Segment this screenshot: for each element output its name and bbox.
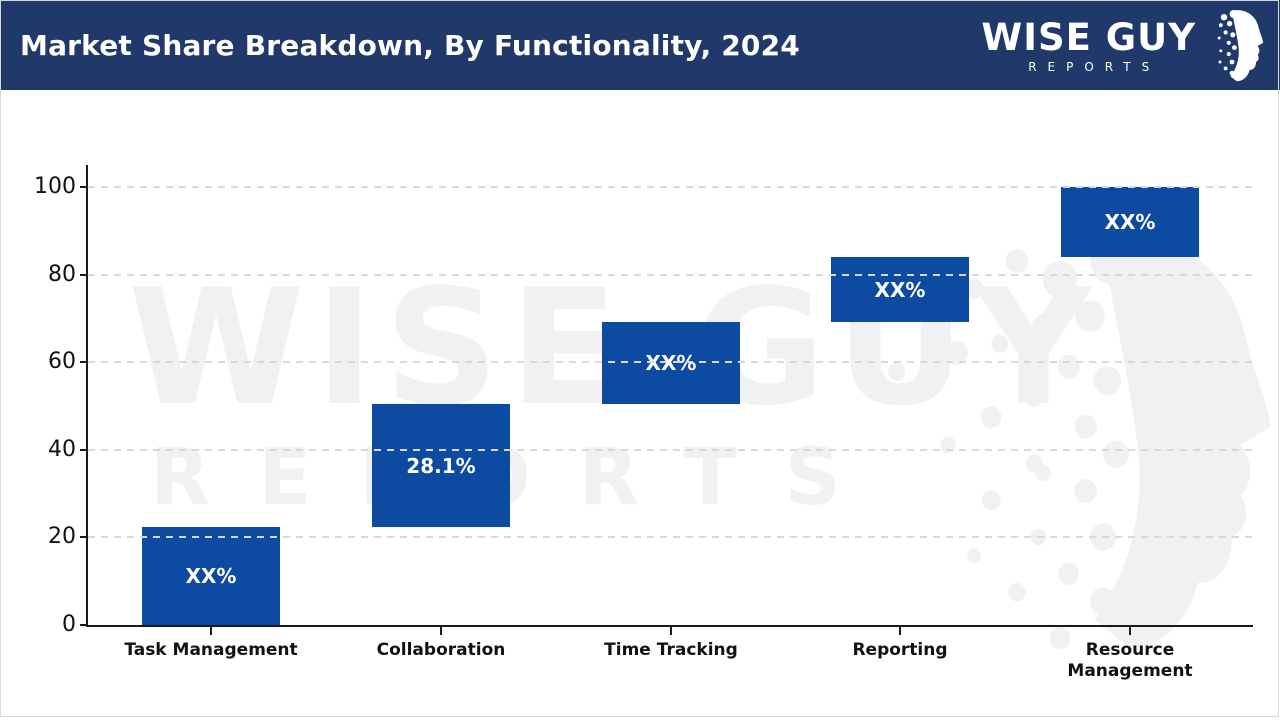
bar-value-label: XX% <box>645 351 697 376</box>
bar-value-label: 28.1% <box>406 453 476 478</box>
y-tick-label-100: 100 <box>34 174 76 199</box>
bar-value-label: XX% <box>185 564 237 589</box>
y-tick-80 <box>80 273 88 276</box>
watermark-head-icon <box>888 238 1271 650</box>
x-tick-3 <box>670 627 672 635</box>
bar-reporting: XX% <box>831 257 969 323</box>
gridline-40 <box>88 448 1253 451</box>
bar-resource-management: XX% <box>1061 187 1199 258</box>
bar-time-tracking: XX% <box>602 322 740 405</box>
bar-task-management: XX% <box>142 527 280 625</box>
x-label-collaboration: Collaboration <box>376 640 506 660</box>
y-tick-label-40: 40 <box>48 436 76 462</box>
wise-guy-logo: WISE GUY REPORTS <box>981 6 1266 86</box>
logo-text: WISE GUY REPORTS <box>981 16 1196 75</box>
x-tick-4 <box>899 627 901 635</box>
x-label-resource-management: Resource Management <box>1067 640 1193 681</box>
y-tick-40 <box>80 448 88 451</box>
logo-wordmark: WISE GUY <box>981 16 1196 59</box>
x-tick-5 <box>1129 627 1131 635</box>
x-axis-line <box>86 625 1253 627</box>
x-tick-2 <box>440 627 442 635</box>
y-tick-label-60: 60 <box>48 349 76 375</box>
bar-collaboration: 28.1% <box>372 404 510 528</box>
gridline-80 <box>88 273 1253 276</box>
y-tick-0 <box>80 624 88 626</box>
gridline-100 <box>88 186 1253 188</box>
x-label-reporting: Reporting <box>852 640 948 660</box>
y-tick-100 <box>80 186 88 188</box>
header-bar: Market Share Breakdown, By Functionality… <box>0 0 1280 90</box>
y-axis-line <box>86 165 88 627</box>
y-tick-label-80: 80 <box>48 261 76 287</box>
logo-subtitle: REPORTS <box>1028 60 1161 74</box>
bar-value-label: XX% <box>874 277 926 302</box>
chart-title: Market Share Breakdown, By Functionality… <box>20 28 800 62</box>
chart-plot-area: XX% 28.1% XX% XX% XX% 0 20 40 60 80 100 Task Manage… <box>0 90 1280 720</box>
gridline-20 <box>88 536 1253 539</box>
gridline-60 <box>88 361 1253 364</box>
y-tick-label-20: 20 <box>48 524 76 550</box>
y-tick-20 <box>80 536 88 539</box>
x-label-task-management: Task Management <box>124 640 298 660</box>
logo-head-icon <box>1217 10 1264 82</box>
x-label-time-tracking: Time Tracking <box>604 640 738 660</box>
y-tick-label-0: 0 <box>62 612 76 637</box>
bar-value-label: XX% <box>1104 210 1156 235</box>
x-tick-1 <box>210 627 212 635</box>
y-tick-60 <box>80 361 88 364</box>
